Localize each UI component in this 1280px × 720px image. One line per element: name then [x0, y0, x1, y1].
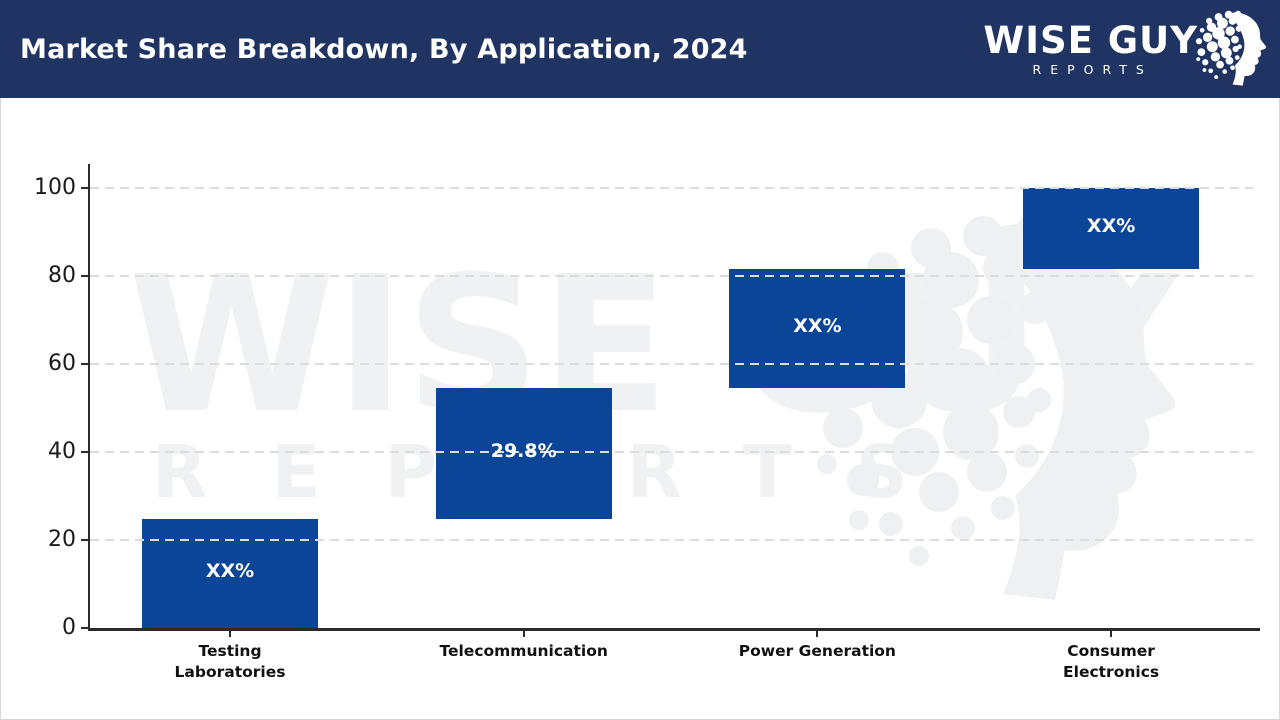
- y-tick-label: 60: [48, 351, 76, 376]
- x-category-label: Telecommunication: [394, 641, 654, 662]
- y-tick-label: 80: [48, 263, 76, 288]
- y-tick-label: 100: [34, 175, 76, 200]
- gridline: [90, 187, 1253, 189]
- x-tick-mark: [229, 631, 231, 637]
- bar: [435, 387, 612, 519]
- bar: [1023, 188, 1200, 269]
- wiseguy-logo: WISE GUY REPORTS: [983, 10, 1280, 88]
- header: Market Share Breakdown, By Application, …: [0, 0, 1280, 98]
- y-tick-mark: [81, 539, 88, 541]
- x-tick-mark: [816, 631, 819, 637]
- y-tick-label: 40: [48, 439, 76, 464]
- bar-value-label: XX%: [1086, 215, 1136, 238]
- y-tick-mark: [81, 187, 88, 189]
- y-tick-mark: [81, 627, 88, 629]
- bar-value-label: XX%: [793, 315, 842, 338]
- y-tick-mark: [81, 363, 88, 365]
- x-category-label-line: Laboratories: [174, 663, 286, 681]
- x-category-label-line: Power Generation: [738, 642, 896, 660]
- x-tick-mark: [1110, 631, 1113, 637]
- bar-value-label: 29.8%: [490, 440, 557, 463]
- x-category-label-line: Consumer: [1067, 642, 1155, 660]
- y-axis-line: [88, 164, 90, 630]
- gridline: [90, 275, 1253, 277]
- x-tick-mark: [522, 631, 525, 637]
- y-tick-label: 0: [62, 615, 76, 640]
- logo-subtitle: REPORTS: [1032, 61, 1153, 77]
- x-category-label: Testing Laboratories: [100, 641, 360, 683]
- y-tick-mark: [81, 451, 88, 453]
- bar-value-label: XX%: [205, 560, 255, 583]
- logo-text: WISE GUY REPORTS: [983, 22, 1198, 77]
- page-title: Market Share Breakdown, By Application, …: [20, 33, 748, 65]
- y-tick-label: 20: [48, 527, 76, 552]
- logo-face-icon: [1192, 10, 1270, 88]
- x-axis-line: [88, 628, 1260, 631]
- gridline: [90, 363, 1253, 365]
- gridline: [90, 539, 1253, 541]
- x-category-label: Consumer Electronics: [981, 641, 1241, 683]
- bar: [729, 268, 906, 388]
- x-category-label-line: Electronics: [1063, 663, 1160, 681]
- bar: [142, 518, 318, 628]
- x-category-label-line: Telecommunication: [439, 642, 608, 660]
- logo-wordmark: WISE GUY: [983, 18, 1198, 62]
- x-category-label: Power Generation: [687, 641, 947, 662]
- x-category-label-line: Testing: [198, 642, 262, 660]
- gridline: [90, 451, 1253, 453]
- y-tick-mark: [81, 275, 88, 277]
